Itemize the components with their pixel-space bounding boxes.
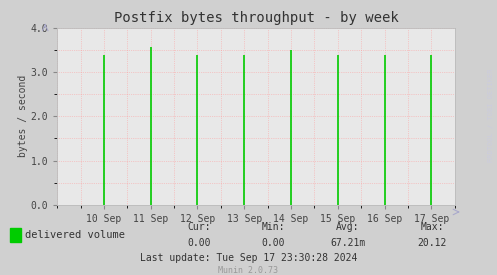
Text: Cur:: Cur: — [187, 222, 211, 232]
Text: Max:: Max: — [420, 222, 444, 232]
Text: Avg:: Avg: — [336, 222, 360, 232]
Text: 67.21m: 67.21m — [331, 238, 365, 248]
Text: delivered volume: delivered volume — [25, 230, 125, 240]
Text: 20.12: 20.12 — [417, 238, 447, 248]
Text: Last update: Tue Sep 17 23:30:28 2024: Last update: Tue Sep 17 23:30:28 2024 — [140, 253, 357, 263]
Y-axis label: bytes / second: bytes / second — [18, 75, 28, 157]
Text: Min:: Min: — [261, 222, 285, 232]
Title: Postfix bytes throughput - by week: Postfix bytes throughput - by week — [114, 11, 398, 25]
Text: Munin 2.0.73: Munin 2.0.73 — [219, 266, 278, 274]
Text: 0.00: 0.00 — [187, 238, 211, 248]
Text: RRDTOOL / TOBI OETIKER: RRDTOOL / TOBI OETIKER — [488, 69, 494, 162]
Text: 0.00: 0.00 — [261, 238, 285, 248]
